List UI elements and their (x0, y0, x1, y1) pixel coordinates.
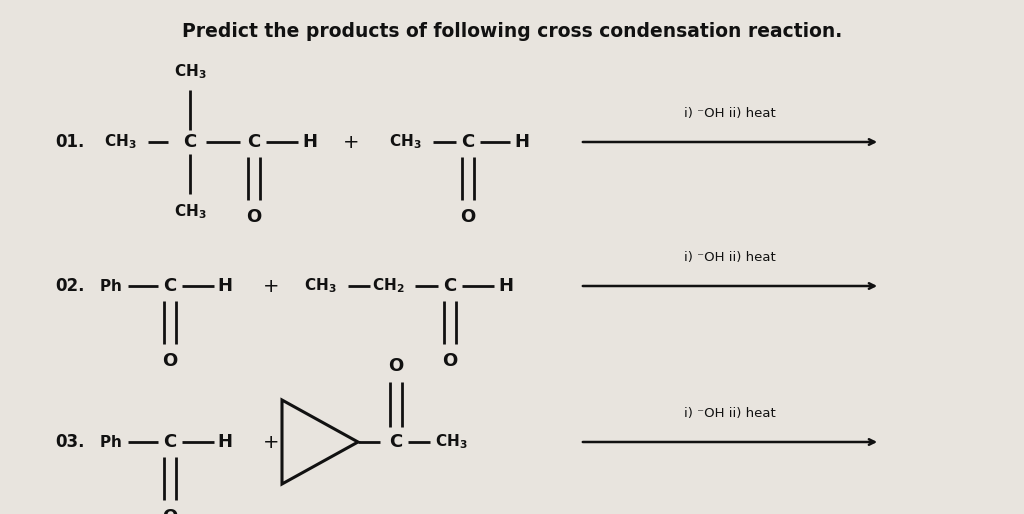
Text: $+$: $+$ (262, 432, 279, 451)
Text: $\mathbf{O}$: $\mathbf{O}$ (460, 208, 476, 226)
Text: $+$: $+$ (342, 133, 358, 152)
Text: $\mathbf{CH_3}$: $\mathbf{CH_3}$ (304, 277, 336, 296)
Text: $+$: $+$ (262, 277, 279, 296)
Text: $\mathbf{O}$: $\mathbf{O}$ (246, 208, 262, 226)
Text: $\mathbf{H}$: $\mathbf{H}$ (302, 133, 317, 151)
Text: $\mathbf{C}$: $\mathbf{C}$ (163, 277, 177, 295)
Text: 01.: 01. (55, 133, 84, 151)
Text: $\mathbf{O}$: $\mathbf{O}$ (162, 508, 178, 514)
Text: $\mathbf{Ph}$: $\mathbf{Ph}$ (98, 434, 122, 450)
Text: $\mathbf{H}$: $\mathbf{H}$ (514, 133, 529, 151)
Text: $\mathbf{CH_3}$: $\mathbf{CH_3}$ (174, 203, 206, 222)
Text: $\mathbf{C}$: $\mathbf{C}$ (461, 133, 475, 151)
Text: 03.: 03. (55, 433, 85, 451)
Text: $\mathbf{C}$: $\mathbf{C}$ (389, 433, 403, 451)
Text: $\mathbf{CH_3}$: $\mathbf{CH_3}$ (389, 133, 421, 151)
Text: Predict the products of following cross condensation reaction.: Predict the products of following cross … (182, 22, 842, 41)
Text: $\mathbf{Ph}$: $\mathbf{Ph}$ (98, 278, 122, 294)
Text: i) ⁻OH ii) heat: i) ⁻OH ii) heat (684, 407, 776, 420)
Text: $\mathbf{H}$: $\mathbf{H}$ (217, 433, 232, 451)
Text: $\mathbf{C}$: $\mathbf{C}$ (183, 133, 197, 151)
Text: $\mathbf{CH_3}$: $\mathbf{CH_3}$ (103, 133, 136, 151)
Text: $\mathbf{H}$: $\mathbf{H}$ (217, 277, 232, 295)
Text: $\mathbf{CH_2}$: $\mathbf{CH_2}$ (372, 277, 404, 296)
Text: $\mathbf{CH_3}$: $\mathbf{CH_3}$ (174, 63, 206, 81)
Text: $\mathbf{C}$: $\mathbf{C}$ (443, 277, 457, 295)
Text: 02.: 02. (55, 277, 85, 295)
Text: $\mathbf{C}$: $\mathbf{C}$ (247, 133, 261, 151)
Text: $\mathbf{CH_3}$: $\mathbf{CH_3}$ (435, 433, 467, 451)
Text: i) ⁻OH ii) heat: i) ⁻OH ii) heat (684, 251, 776, 264)
Text: $\mathbf{O}$: $\mathbf{O}$ (388, 357, 404, 375)
Text: i) ⁻OH ii) heat: i) ⁻OH ii) heat (684, 107, 776, 120)
Text: $\mathbf{O}$: $\mathbf{O}$ (441, 352, 458, 370)
Text: $\mathbf{H}$: $\mathbf{H}$ (499, 277, 514, 295)
Text: $\mathbf{O}$: $\mathbf{O}$ (162, 352, 178, 370)
Text: $\mathbf{C}$: $\mathbf{C}$ (163, 433, 177, 451)
